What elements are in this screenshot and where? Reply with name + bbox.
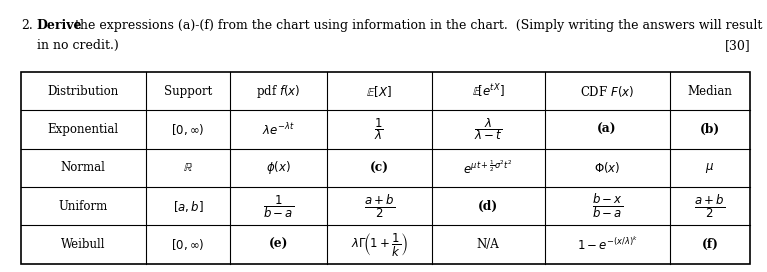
Text: (b): (b) [700,123,720,136]
Text: $[0,\infty)$: $[0,\infty)$ [171,122,205,137]
Text: $\dfrac{a+b}{2}$: $\dfrac{a+b}{2}$ [364,193,395,220]
Text: $\lambda e^{-\lambda t}$: $\lambda e^{-\lambda t}$ [262,121,295,138]
Text: Weibull: Weibull [61,238,105,251]
Text: $\dfrac{b-x}{b-a}$: $\dfrac{b-x}{b-a}$ [591,193,623,220]
Text: $\dfrac{a+b}{2}$: $\dfrac{a+b}{2}$ [694,193,726,220]
Text: Support: Support [164,85,212,98]
Text: (e): (e) [269,238,288,251]
Text: Uniform: Uniform [58,200,108,213]
Text: pdf $f(x)$: pdf $f(x)$ [256,83,301,100]
Text: Distribution: Distribution [48,85,119,98]
Text: CDF $F(x)$: CDF $F(x)$ [580,84,634,99]
Text: $\mathbb{R}$: $\mathbb{R}$ [183,162,193,174]
Text: $\Phi(x)$: $\Phi(x)$ [594,160,621,175]
Text: $\lambda\Gamma\!\left(1+\dfrac{1}{k}\right)$: $\lambda\Gamma\!\left(1+\dfrac{1}{k}\rig… [351,231,408,258]
Text: $e^{\mu t + \frac{1}{2}\sigma^2 t^2}$: $e^{\mu t + \frac{1}{2}\sigma^2 t^2}$ [463,159,513,177]
Text: $[a,b]$: $[a,b]$ [173,199,203,214]
Text: Median: Median [687,85,732,98]
Text: $\phi(x)$: $\phi(x)$ [266,159,291,177]
Text: $\mathbb{E}\!\left[e^{tX}\right]$: $\mathbb{E}\!\left[e^{tX}\right]$ [472,82,505,100]
Text: Exponential: Exponential [48,123,119,136]
Text: $[0,\infty)$: $[0,\infty)$ [171,237,205,252]
Text: $\mu$: $\mu$ [706,161,714,175]
Text: Normal: Normal [61,162,106,174]
Text: $\dfrac{\lambda}{\lambda - t}$: $\dfrac{\lambda}{\lambda - t}$ [474,117,502,143]
Text: $\dfrac{1}{b-a}$: $\dfrac{1}{b-a}$ [263,193,295,220]
Text: $\mathbb{E}[X]$: $\mathbb{E}[X]$ [367,84,392,99]
Text: (f): (f) [701,238,718,251]
Text: the expressions (a)-(f) from the chart using information in the chart.  (Simply : the expressions (a)-(f) from the chart u… [75,19,762,32]
Text: $1-e^{-(x/\lambda)^k}$: $1-e^{-(x/\lambda)^k}$ [577,236,637,253]
Text: N/A: N/A [477,238,499,251]
Text: Derive: Derive [37,19,82,32]
Text: [30]: [30] [724,39,750,52]
Text: (a): (a) [597,123,617,136]
Text: 2.: 2. [21,19,32,32]
Text: in no credit.): in no credit.) [37,39,119,52]
Text: (c): (c) [370,162,389,174]
Text: (d): (d) [478,200,499,213]
Text: $\dfrac{1}{\lambda}$: $\dfrac{1}{\lambda}$ [374,117,384,143]
